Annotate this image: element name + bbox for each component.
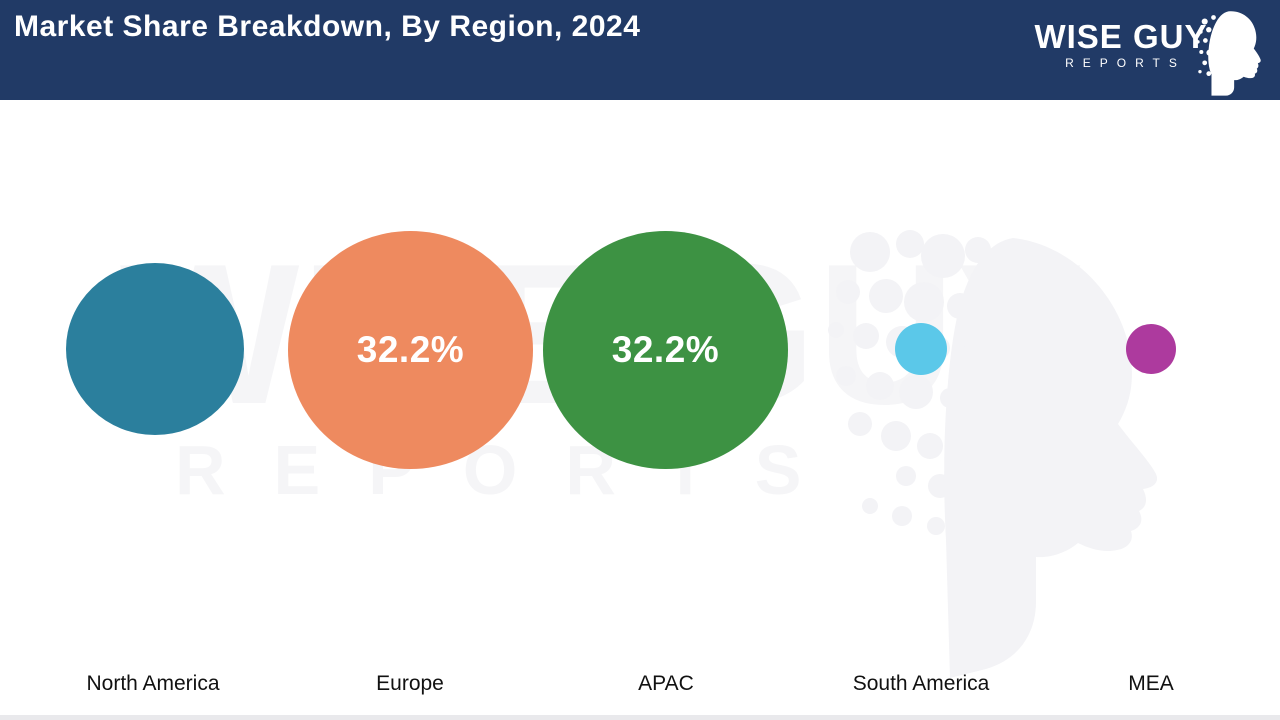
category-label-mea: MEA xyxy=(1128,672,1174,695)
brand-name: WISE GUY xyxy=(1034,18,1208,55)
category-label-north-america: North America xyxy=(86,672,220,695)
head-profile-icon xyxy=(1180,8,1268,101)
bubble-apac: 32.2% xyxy=(543,231,788,469)
category-label-apac: APAC xyxy=(638,672,694,695)
header-bar: Market Share Breakdown, By Region, 2024 … xyxy=(0,0,1280,100)
bubble-europe: 32.2% xyxy=(288,231,533,469)
bottom-divider xyxy=(0,715,1280,720)
chart-area: WISE GUY REPORTS 32.2% 32.2% North Ameri… xyxy=(0,100,1280,720)
watermark-head-icon xyxy=(808,210,1188,685)
brand-subname: REPORTS xyxy=(1065,56,1186,70)
bubble-value-label: 32.2% xyxy=(356,329,465,370)
brand-logo: WISE GUY REPORTS xyxy=(1032,11,1262,96)
bubble-mea xyxy=(1126,324,1176,374)
bubble-north-america xyxy=(66,263,244,435)
bubble-value-label: 32.2% xyxy=(611,329,720,370)
category-label-europe: Europe xyxy=(376,672,444,695)
bubble-south-america xyxy=(895,323,947,375)
category-label-south-america: South America xyxy=(852,672,990,695)
brand-logo-text: WISE GUY REPORTS xyxy=(1032,18,1210,71)
page-title: Market Share Breakdown, By Region, 2024 xyxy=(14,10,641,43)
watermark-reports-text: REPORTS xyxy=(175,431,850,509)
